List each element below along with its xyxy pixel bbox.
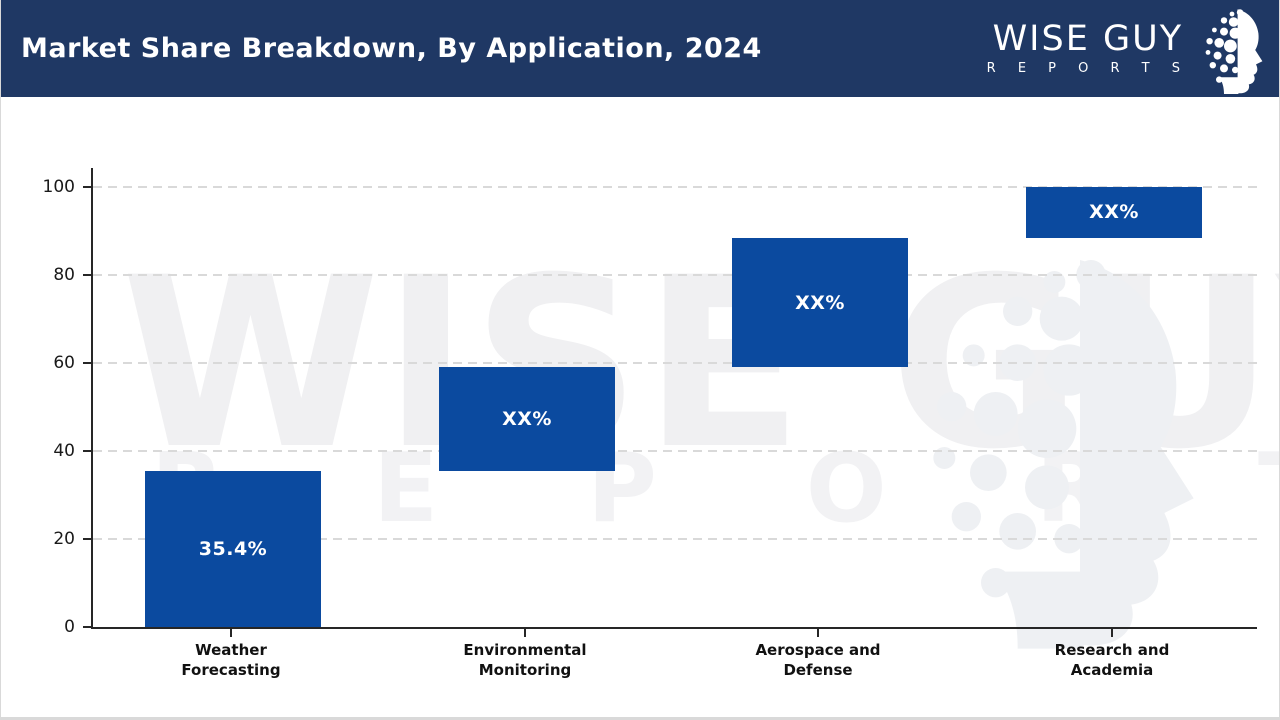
y-tick-mark <box>83 450 91 452</box>
bar-value-label: XX% <box>1089 201 1139 224</box>
wiseguy-head-icon <box>1205 9 1263 94</box>
y-tick-label: 0 <box>64 617 75 637</box>
x-category-line: Research and <box>1054 641 1170 659</box>
gridline <box>93 362 1257 364</box>
x-category-line: Monitoring <box>478 661 572 680</box>
y-tick-mark <box>83 538 91 540</box>
x-category-line: Defense <box>783 661 853 680</box>
bar: 35.4% <box>145 471 321 627</box>
x-category-line: Forecasting <box>181 661 281 680</box>
x-tick-mark <box>1111 629 1113 637</box>
gridline <box>93 186 1257 188</box>
x-category-label: Research and Academia <box>987 640 1237 681</box>
y-tick-label: 40 <box>53 441 75 461</box>
logo-wordmark: WISE GUY <box>992 19 1184 59</box>
bar-value-label: XX% <box>795 291 845 314</box>
x-category-line: Environmental <box>463 641 587 659</box>
logo-text: WISE GUY R E P O R T S <box>986 19 1189 77</box>
x-tick-mark <box>817 629 819 637</box>
x-category-label: Environmental Monitoring <box>400 640 650 681</box>
wiseguy-logo: WISE GUY R E P O R T S <box>987 4 1271 94</box>
y-tick-mark <box>83 626 91 628</box>
logo-subtext: R E P O R T S <box>986 61 1189 76</box>
bar: XX% <box>1026 187 1202 238</box>
x-category-line: Aerospace and <box>755 641 881 659</box>
y-tick-label: 60 <box>53 353 75 373</box>
bar: XX% <box>732 237 908 368</box>
chart-title: Market Share Breakdown, By Application, … <box>21 33 762 64</box>
y-tick-label: 80 <box>53 265 75 285</box>
y-tick-mark <box>83 186 91 188</box>
gridline <box>93 274 1257 276</box>
x-category-label: Weather Forecasting <box>106 640 356 681</box>
x-tick-mark <box>230 629 232 637</box>
bar: XX% <box>439 367 615 472</box>
plot: 35.4% XX% XX% XX% <box>91 168 1257 629</box>
y-tick-label: 100 <box>42 177 75 197</box>
bar-value-label: 35.4% <box>198 538 268 561</box>
chart-area: WISE GUY R E P O R T S 35.4%XX%XX%XX% 02… <box>1 97 1279 717</box>
x-tick-mark <box>524 629 526 637</box>
x-category-line: Academia <box>1070 661 1154 680</box>
gridline <box>93 538 1257 540</box>
x-category-line: Weather <box>195 641 267 659</box>
y-tick-mark <box>83 274 91 276</box>
bar-value-label: XX% <box>502 408 552 431</box>
gridline <box>93 450 1257 452</box>
header: Market Share Breakdown, By Application, … <box>1 0 1279 97</box>
y-tick-mark <box>83 362 91 364</box>
y-tick-label: 20 <box>53 529 75 549</box>
x-category-label: Aerospace and Defense <box>693 640 943 681</box>
